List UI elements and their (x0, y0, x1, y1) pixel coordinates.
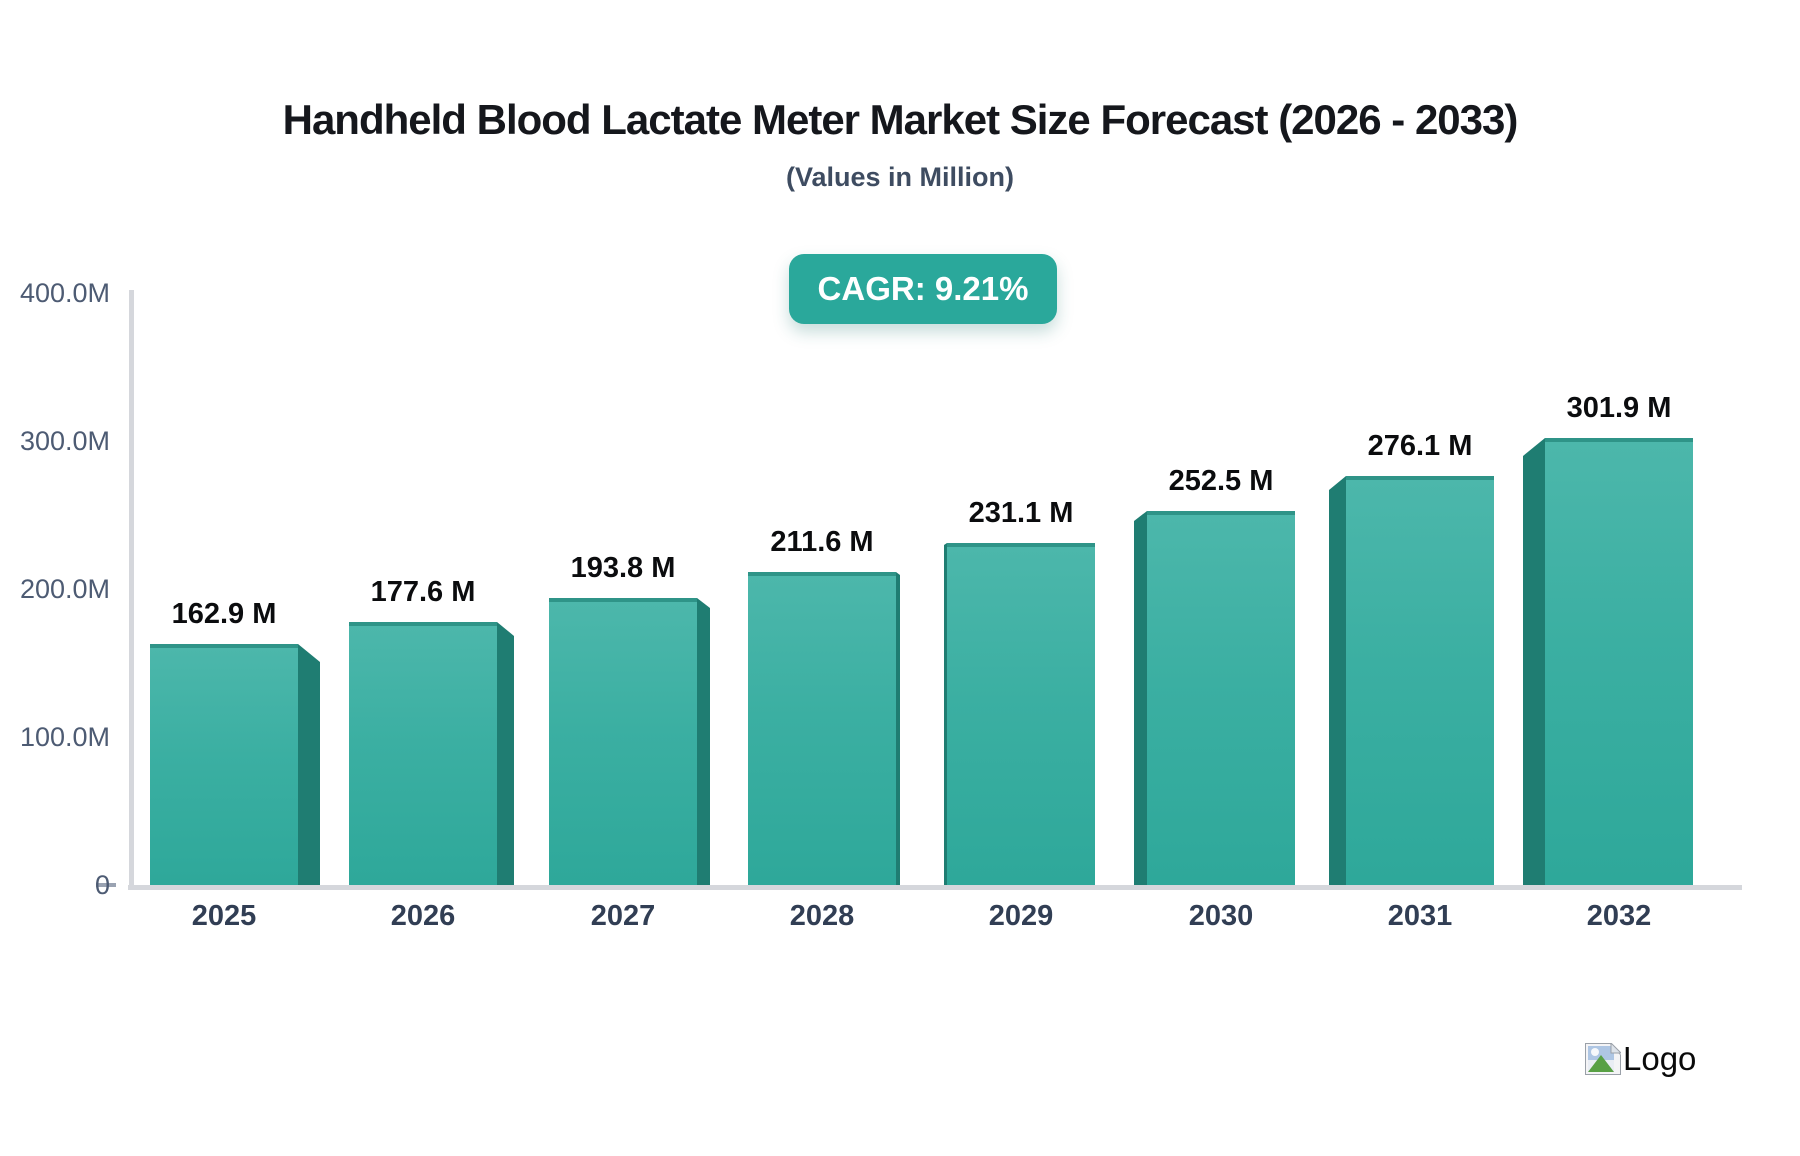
bar-side-face (697, 598, 710, 889)
broken-image-icon (1585, 1043, 1621, 1075)
y-tick-label: 200.0M (19, 574, 110, 604)
logo-text: Logo (1623, 1040, 1697, 1077)
bar-value-label: 162.9 M (171, 598, 277, 630)
x-category-label: 2027 (590, 900, 656, 932)
bar-2027 (549, 598, 697, 885)
bar-2029 (947, 543, 1095, 885)
bar-2032 (1545, 438, 1693, 885)
x-category-label: 2025 (191, 900, 257, 932)
y-tick-label: 400.0M (19, 278, 110, 308)
bar-value-label: 211.6 M (770, 526, 874, 558)
y-axis-zero-tick (96, 883, 116, 887)
bar-value-label: 252.5 M (1168, 465, 1274, 497)
x-axis-line (128, 885, 1742, 890)
bar-2025 (150, 644, 298, 885)
bar-2031 (1346, 476, 1494, 885)
bar-2030 (1147, 511, 1295, 885)
logo: Logo (1585, 1038, 1696, 1080)
bar-2026 (349, 622, 497, 885)
x-category-label: 2028 (789, 900, 855, 932)
bar-side-face (896, 572, 900, 889)
bar-value-label: 231.1 M (968, 497, 1074, 529)
bar-side-face (298, 644, 320, 889)
y-tick-label: 100.0M (19, 722, 110, 752)
y-tick-label: 300.0M (19, 426, 110, 456)
bar-value-label: 276.1 M (1367, 430, 1473, 462)
bar-value-label: 301.9 M (1566, 392, 1672, 424)
y-tick-label: 0 (94, 870, 110, 900)
bar-value-label: 177.6 M (370, 576, 476, 608)
x-category-label: 2026 (390, 900, 456, 932)
x-category-label: 2031 (1387, 900, 1453, 932)
bar-side-face (1329, 476, 1346, 889)
chart-subtitle: (Values in Million) (785, 162, 1015, 192)
bar-side-face (944, 543, 947, 889)
y-axis-line (129, 290, 134, 889)
x-category-label: 2032 (1586, 900, 1652, 932)
x-category-label: 2030 (1188, 900, 1254, 932)
cagr-badge: CAGR: 9.21% (789, 254, 1057, 324)
chart-title: Handheld Blood Lactate Meter Market Size… (282, 96, 1519, 143)
bar-side-face (1134, 511, 1147, 889)
bar-side-face (497, 622, 514, 889)
bar-value-label: 193.8 M (570, 552, 676, 584)
bar-side-face (1523, 438, 1545, 889)
x-category-label: 2029 (988, 900, 1054, 932)
bar-2028 (748, 572, 896, 885)
